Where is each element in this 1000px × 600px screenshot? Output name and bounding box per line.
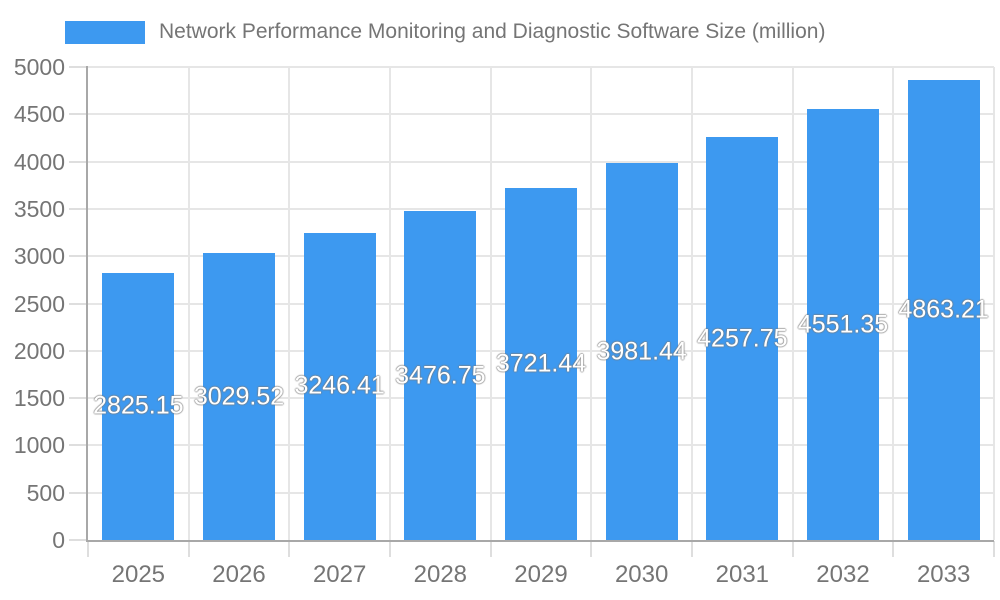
x-axis-tick [590, 541, 593, 557]
bar-value-label: 2825.15 [93, 391, 184, 420]
x-axis-tick [489, 541, 492, 557]
x-axis-tick [288, 541, 291, 557]
y-tick-label: 1500 [13, 385, 65, 412]
x-axis-tick [691, 541, 693, 557]
bar-value-label: 3981.44 [596, 337, 687, 366]
chart-legend[interactable]: Network Performance Monitoring and Diagn… [65, 20, 825, 44]
bar-2027 [303, 232, 376, 540]
y-tick-label: 3000 [13, 243, 65, 270]
legend-swatch-icon [65, 20, 145, 44]
x-gridline [691, 67, 693, 540]
bar-2033 [907, 79, 980, 540]
y-axis-tick [69, 397, 88, 400]
x-gridline [187, 67, 190, 540]
x-category-label: 2029 [514, 561, 568, 588]
bar-value-label: 4551.35 [797, 310, 889, 339]
y-axis-tick [69, 207, 88, 210]
bar-2025 [102, 272, 175, 540]
x-category-label: 2026 [212, 561, 266, 588]
y-tick-label: 0 [52, 527, 65, 553]
y-axis-tick [69, 539, 88, 541]
y-tick-label: 3500 [13, 195, 65, 222]
bar-2028 [404, 211, 477, 540]
x-gridline [489, 67, 492, 540]
x-axis-tick [791, 541, 794, 557]
y-axis-tick [69, 491, 88, 494]
x-gridline [389, 67, 391, 540]
bar-2029 [505, 187, 577, 540]
bar-value-label: 3029.52 [193, 382, 285, 411]
x-axis-tick [87, 541, 89, 557]
y-tick-label: 5000 [13, 54, 65, 80]
x-gridline [892, 67, 895, 540]
y-axis-tick [69, 255, 88, 258]
x-category-label: 2027 [312, 561, 367, 588]
x-gridline [791, 67, 794, 540]
bar-value-label: 3721.44 [495, 349, 587, 378]
bar-value-label: 4257.75 [697, 324, 788, 353]
x-category-label: 2025 [111, 561, 166, 588]
y-axis-tick [69, 113, 88, 116]
y-tick-label: 4000 [13, 148, 65, 175]
x-gridline [288, 67, 291, 540]
bar-2026 [203, 253, 275, 540]
y-gridline [88, 113, 994, 116]
y-tick-label: 4500 [13, 101, 65, 128]
x-axis-tick [993, 541, 995, 557]
bar-value-label: 4863.21 [898, 295, 989, 324]
bar-value-label: 3246.41 [294, 371, 385, 400]
x-category-label: 2032 [816, 561, 870, 588]
x-axis-tick [187, 541, 190, 557]
bar-2032 [807, 109, 879, 540]
y-axis-tick [69, 66, 88, 68]
x-category-label: 2028 [413, 561, 468, 588]
y-axis-tick [69, 349, 88, 352]
x-category-label: 2031 [715, 561, 770, 588]
x-axis-tick [389, 541, 391, 557]
x-gridline [993, 67, 995, 540]
y-axis-tick [69, 444, 88, 447]
y-tick-label: 2500 [13, 290, 65, 317]
x-axis-line [86, 540, 994, 542]
y-axis-tick [69, 302, 88, 305]
y-axis-line [86, 66, 88, 541]
x-axis-tick [892, 541, 895, 557]
bar-2030 [605, 163, 678, 540]
legend-label: Network Performance Monitoring and Diagn… [159, 20, 826, 43]
y-tick-label: 2000 [13, 337, 65, 364]
y-gridline [88, 160, 994, 163]
y-tick-label: 500 [26, 479, 65, 506]
bar-value-label: 3476.75 [395, 361, 486, 390]
x-gridline [590, 67, 593, 540]
bar-2031 [706, 137, 779, 540]
y-axis-tick [69, 160, 88, 163]
x-category-label: 2030 [614, 561, 669, 588]
y-tick-label: 1000 [13, 432, 65, 459]
x-category-label: 2033 [916, 561, 971, 588]
y-gridline [88, 66, 994, 68]
